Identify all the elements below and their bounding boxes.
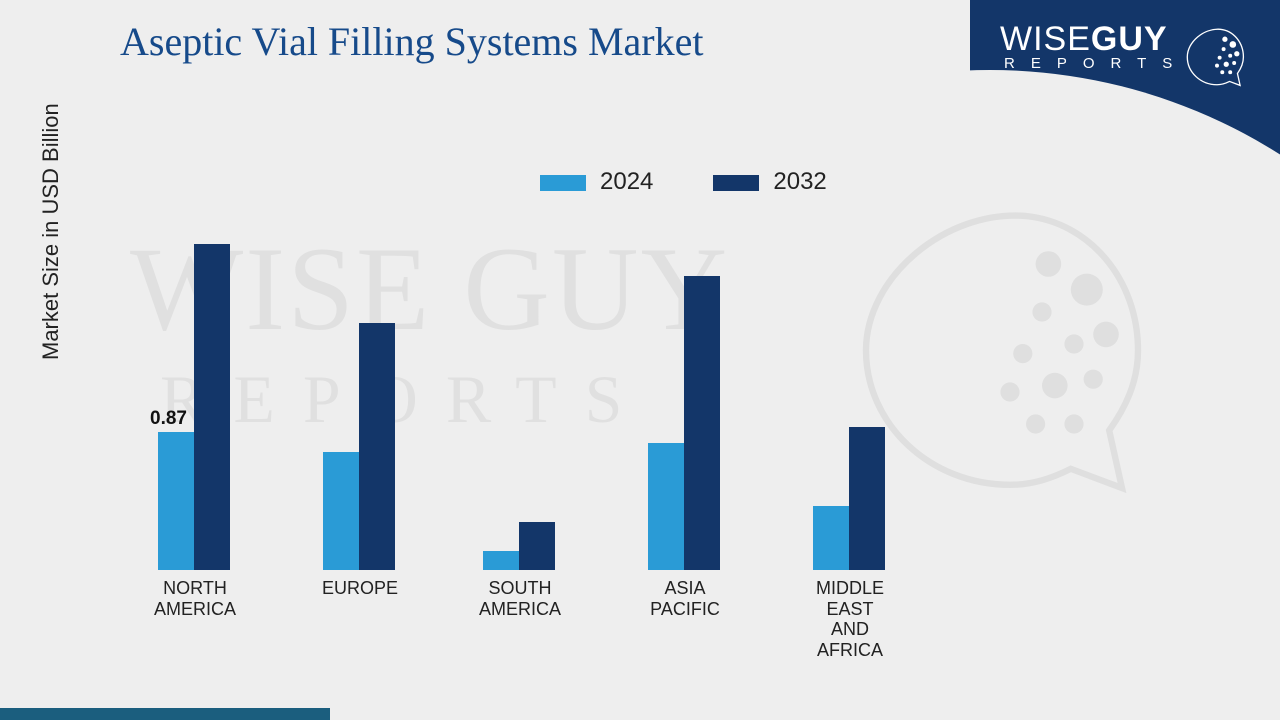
bar <box>158 432 194 570</box>
legend-label-2024: 2024 <box>600 168 653 195</box>
legend: 2024 2032 <box>540 168 827 196</box>
plot-area <box>120 220 920 570</box>
bar <box>483 551 519 570</box>
bar <box>359 323 395 570</box>
bar <box>194 244 230 570</box>
category-label: EUROPE <box>285 578 435 599</box>
legend-item-2024: 2024 <box>540 168 653 196</box>
bar <box>648 443 684 570</box>
brand-word-1: WISE <box>1000 20 1091 58</box>
bar <box>519 522 555 570</box>
legend-swatch-2024 <box>540 175 586 191</box>
value-label: 0.87 <box>150 408 187 430</box>
head-icon <box>1184 26 1250 92</box>
category-label: SOUTHAMERICA <box>445 578 595 619</box>
y-axis-label: Market Size in USD Billion <box>38 103 64 360</box>
legend-item-2032: 2032 <box>713 168 826 196</box>
brand-word-2: GUY <box>1091 20 1168 58</box>
bar <box>323 452 359 570</box>
brand-logo: WISEGUY REPORTS <box>1000 20 1250 100</box>
category-label: MIDDLEEASTANDAFRICA <box>775 578 925 661</box>
chart-canvas: WISEGUY REPORTS WISE GUY REPORTS Aseptic… <box>0 0 1280 720</box>
bar <box>813 506 849 570</box>
legend-swatch-2032 <box>713 175 759 191</box>
legend-label-2032: 2032 <box>773 168 826 195</box>
bar <box>849 427 885 570</box>
footer-accent-bar <box>0 708 330 720</box>
bar <box>684 276 720 570</box>
category-label: ASIAPACIFIC <box>610 578 760 619</box>
category-label: NORTHAMERICA <box>120 578 270 619</box>
chart-title: Aseptic Vial Filling Systems Market <box>120 18 704 65</box>
